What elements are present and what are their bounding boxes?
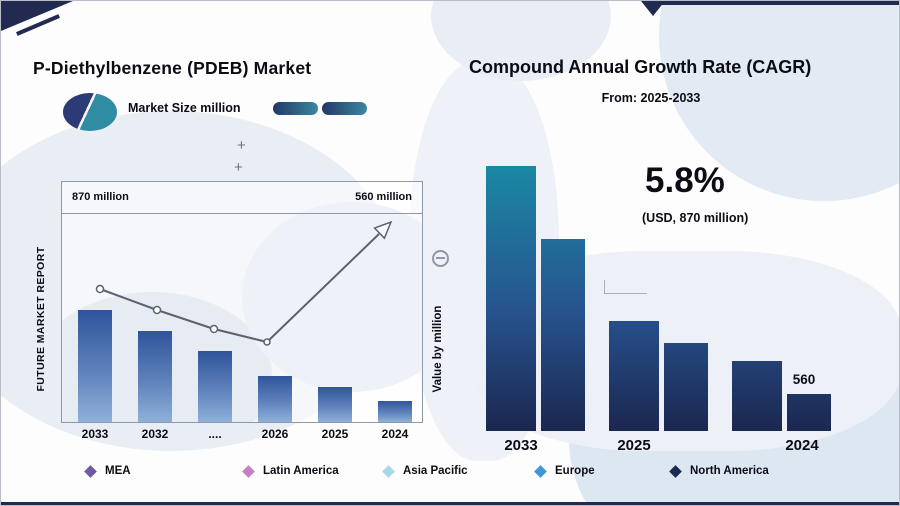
x-tick: 2032 — [141, 427, 169, 441]
annotation-870-million: 870 million — [72, 191, 129, 203]
bar — [732, 361, 782, 431]
top-edge-accent — [653, 1, 899, 5]
grouped-bar-series — [486, 163, 831, 431]
legend-label: Europe — [555, 465, 595, 477]
x-tick: 2024 — [785, 437, 819, 454]
cagr-value: 5.8% — [645, 161, 725, 200]
bar — [787, 394, 831, 431]
bottom-edge-accent — [1, 502, 899, 505]
bar-group — [609, 321, 708, 431]
bar — [664, 343, 708, 431]
diamond-icon — [382, 464, 395, 478]
right-chart-title: Compound Annual Growth Rate (CAGR) — [469, 57, 812, 77]
legend-item-north-america: North America — [669, 464, 769, 478]
left-chart-title: P-Diethylbenzene (PDEB) Market — [33, 58, 312, 78]
line-marker — [95, 284, 105, 294]
legend-label: Asia Pacific — [403, 465, 468, 477]
bar — [318, 387, 352, 422]
x-tick: 2024 — [381, 427, 409, 441]
bar — [541, 239, 585, 431]
legend-item-asia-pacific: Asia Pacific — [382, 464, 468, 478]
pie-chart-icon — [63, 93, 117, 131]
legend-label: North America — [690, 465, 769, 477]
bar-group — [732, 361, 831, 431]
plus-decoration: + — [234, 159, 243, 176]
cagr-period-subtitle: From: 2025-2033 — [601, 91, 701, 105]
left-y-axis-label: FUTURE MARKET REPORT — [35, 246, 47, 392]
market-size-legend-label: Market Size million — [128, 101, 241, 115]
bar — [78, 310, 112, 422]
bar — [609, 321, 659, 431]
x-tick: 2025 — [617, 437, 651, 454]
cagr-note: (USD, 870 million) — [642, 211, 749, 225]
bar — [486, 166, 536, 431]
diamond-icon — [242, 464, 255, 478]
x-tick: 2033 — [81, 427, 109, 441]
minus-line — [436, 257, 445, 259]
plus-decoration: + — [237, 137, 246, 154]
bar — [198, 351, 232, 422]
circle-minus-icon — [432, 250, 449, 267]
legend-label: MEA — [105, 465, 131, 477]
x-tick: 2025 — [321, 427, 349, 441]
gradient-pill-decoration — [273, 102, 318, 115]
legend-label: Latin America — [263, 465, 339, 477]
bar — [378, 401, 412, 422]
left-x-axis: 2033 2032 .... 2026 2025 2024 — [78, 427, 412, 441]
bar-series — [78, 310, 412, 422]
frame-divider-line — [62, 213, 422, 214]
gradient-pill-decoration — [322, 102, 367, 115]
annotation-560-million: 560 million — [355, 191, 412, 203]
bar — [138, 331, 172, 422]
step-line-decoration — [604, 280, 647, 294]
bar — [258, 376, 292, 422]
right-y-axis-label: Value by million — [432, 305, 444, 393]
diamond-icon — [84, 464, 97, 478]
bar-data-label: 560 — [792, 372, 816, 387]
x-tick: 2033 — [504, 437, 538, 454]
legend-item-mea: MEA — [84, 464, 131, 478]
legend-item-latin-america: Latin America — [242, 464, 339, 478]
x-tick: 2026 — [261, 427, 289, 441]
market-size-chart: 870 million 560 million — [61, 181, 423, 423]
diamond-icon — [669, 464, 682, 478]
x-tick: .... — [208, 427, 222, 441]
diamond-icon — [534, 464, 547, 478]
bar-group — [486, 166, 585, 431]
legend-item-europe: Europe — [534, 464, 595, 478]
